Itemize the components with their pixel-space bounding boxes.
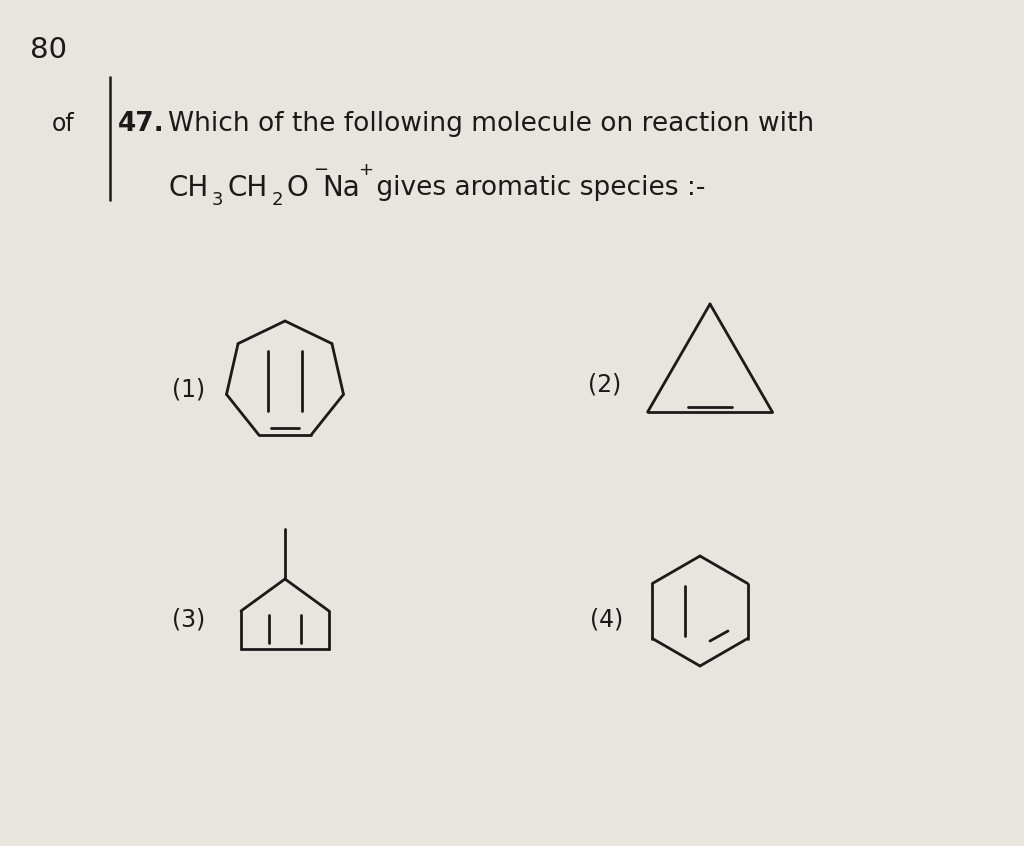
Text: 3: 3 bbox=[212, 191, 223, 209]
Text: CH: CH bbox=[168, 174, 208, 202]
Text: 80: 80 bbox=[30, 36, 67, 64]
Text: (4): (4) bbox=[590, 607, 624, 631]
Text: 2: 2 bbox=[272, 191, 284, 209]
Text: +: + bbox=[358, 161, 373, 179]
Text: (2): (2) bbox=[588, 372, 622, 396]
Text: of: of bbox=[52, 112, 75, 136]
Text: (1): (1) bbox=[172, 377, 205, 401]
Text: 47.: 47. bbox=[118, 111, 165, 137]
Text: Na: Na bbox=[322, 174, 359, 202]
Text: gives aromatic species :-: gives aromatic species :- bbox=[368, 175, 706, 201]
Text: CH: CH bbox=[228, 174, 268, 202]
Text: O: O bbox=[286, 174, 308, 202]
Text: (3): (3) bbox=[172, 607, 205, 631]
Text: −: − bbox=[313, 161, 328, 179]
Text: Which of the following molecule on reaction with: Which of the following molecule on react… bbox=[168, 111, 814, 137]
